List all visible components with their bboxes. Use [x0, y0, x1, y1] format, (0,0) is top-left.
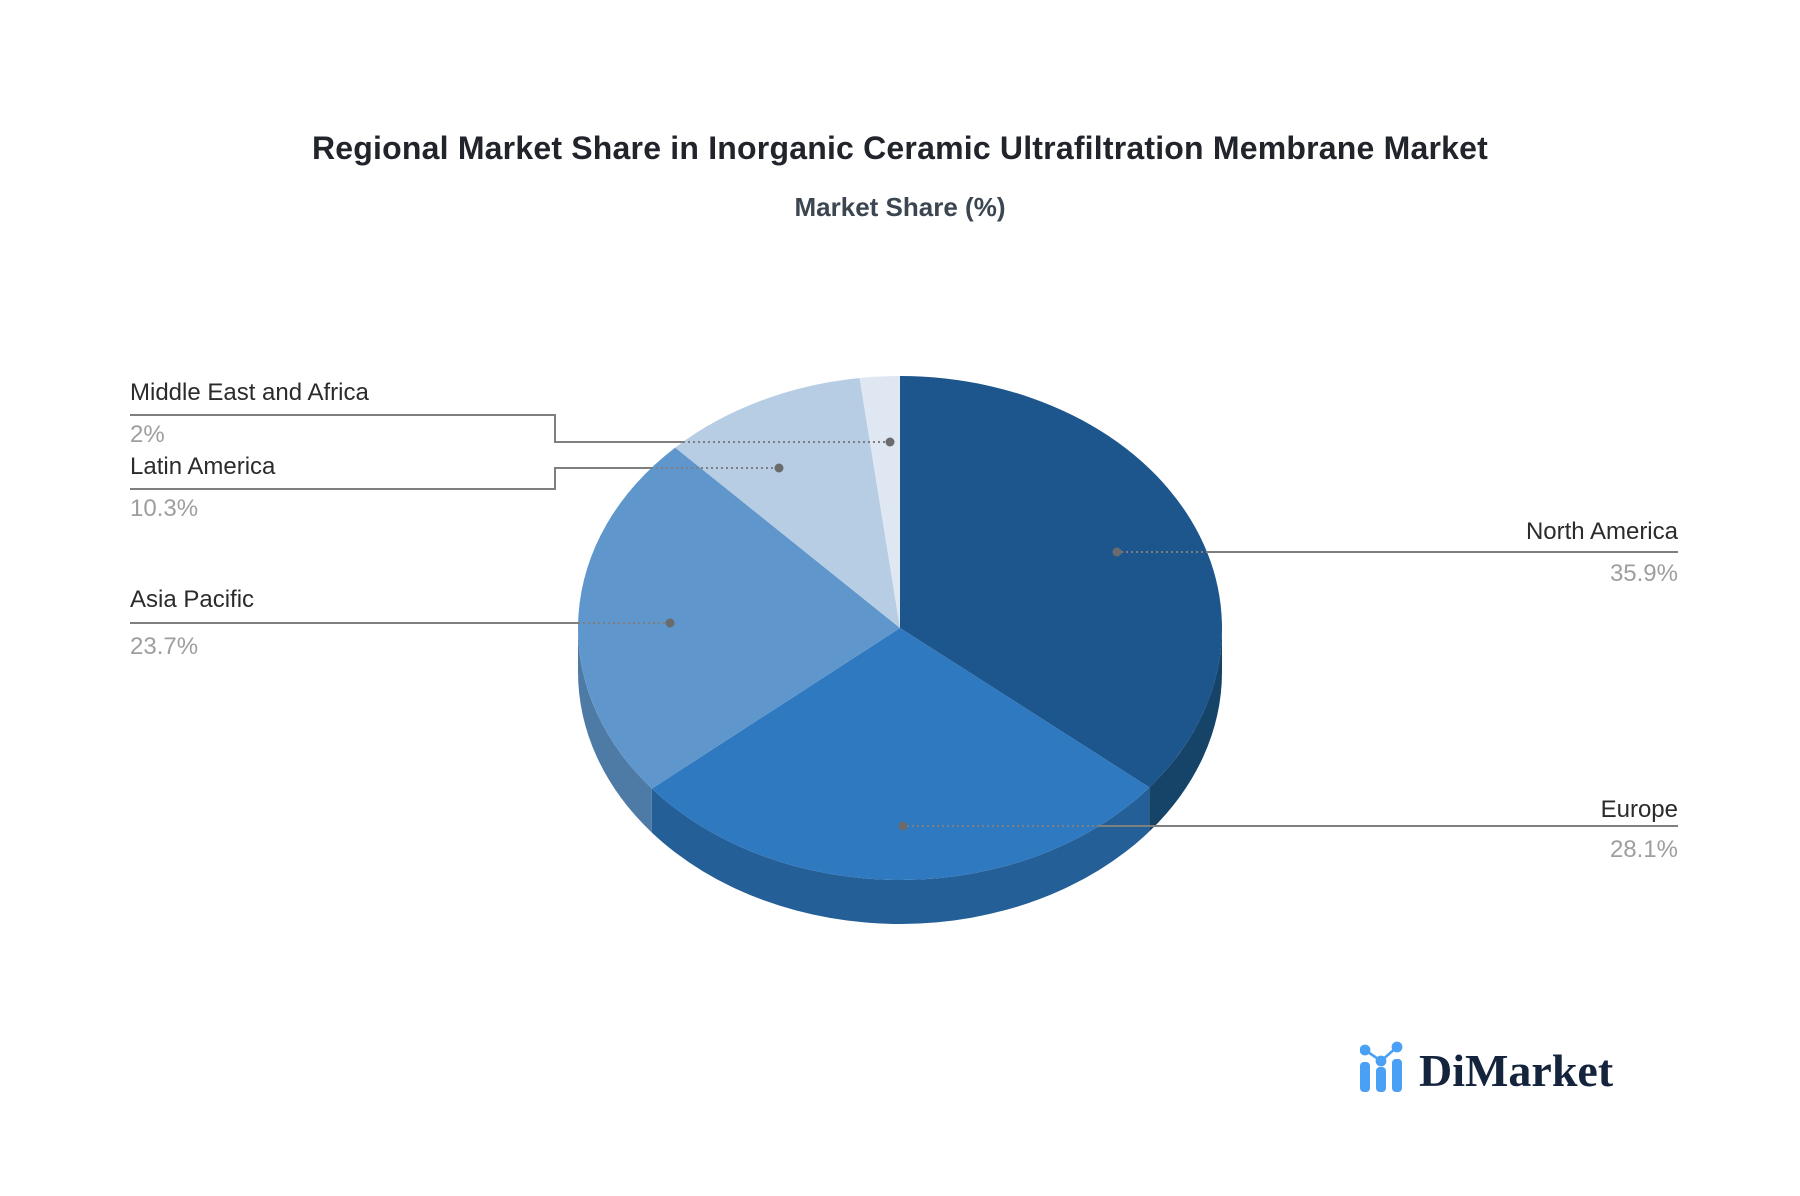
value-asia-pacific: 23.7% [130, 633, 199, 660]
chart-subtitle: Market Share (%) [794, 192, 1006, 222]
pie-slice-north-america[interactable] [900, 376, 1223, 788]
label-asia-pacific: Asia Pacific [130, 586, 255, 613]
label-europe: Europe [1600, 796, 1678, 823]
pie-slice-asia-pacific[interactable] [578, 447, 900, 789]
callout-leader-dots [665, 437, 1122, 831]
dot-latin-america [774, 463, 784, 473]
pie-rim-asia-pacific [578, 628, 652, 833]
pie-slice-europe[interactable] [651, 628, 1150, 880]
dot-europe [898, 821, 908, 831]
dot-north-america [1112, 547, 1122, 557]
pie-slice-latin-america[interactable] [675, 378, 900, 628]
pie-rim-north-america [1149, 628, 1222, 832]
label-latin-america: Latin America [130, 453, 276, 480]
pie-slices[interactable] [578, 376, 1223, 924]
leader-middle-east-and-africa [130, 414, 683, 443]
dot-middle-east-and-africa [885, 437, 895, 447]
value-north-america: 35.9% [1609, 560, 1678, 587]
value-middle-east-and-africa: 2% [130, 421, 165, 448]
chart-title: Regional Market Share in Inorganic Ceram… [312, 130, 1488, 166]
bar-line-chart-icon [1360, 1041, 1403, 1092]
label-middle-east-and-africa: Middle East and Africa [130, 379, 369, 406]
label-north-america: North America [1525, 518, 1678, 545]
pie-rim-europe [651, 787, 1150, 924]
leader-latin-america [130, 467, 651, 490]
dot-asia-pacific [665, 618, 675, 628]
value-europe: 28.1% [1609, 836, 1678, 863]
logo-text: DiMarket [1419, 1045, 1614, 1096]
dimarket-logo: DiMarket [1360, 1038, 1613, 1094]
callout-leader-lines [130, 414, 1678, 827]
value-latin-america: 10.3% [130, 495, 199, 522]
